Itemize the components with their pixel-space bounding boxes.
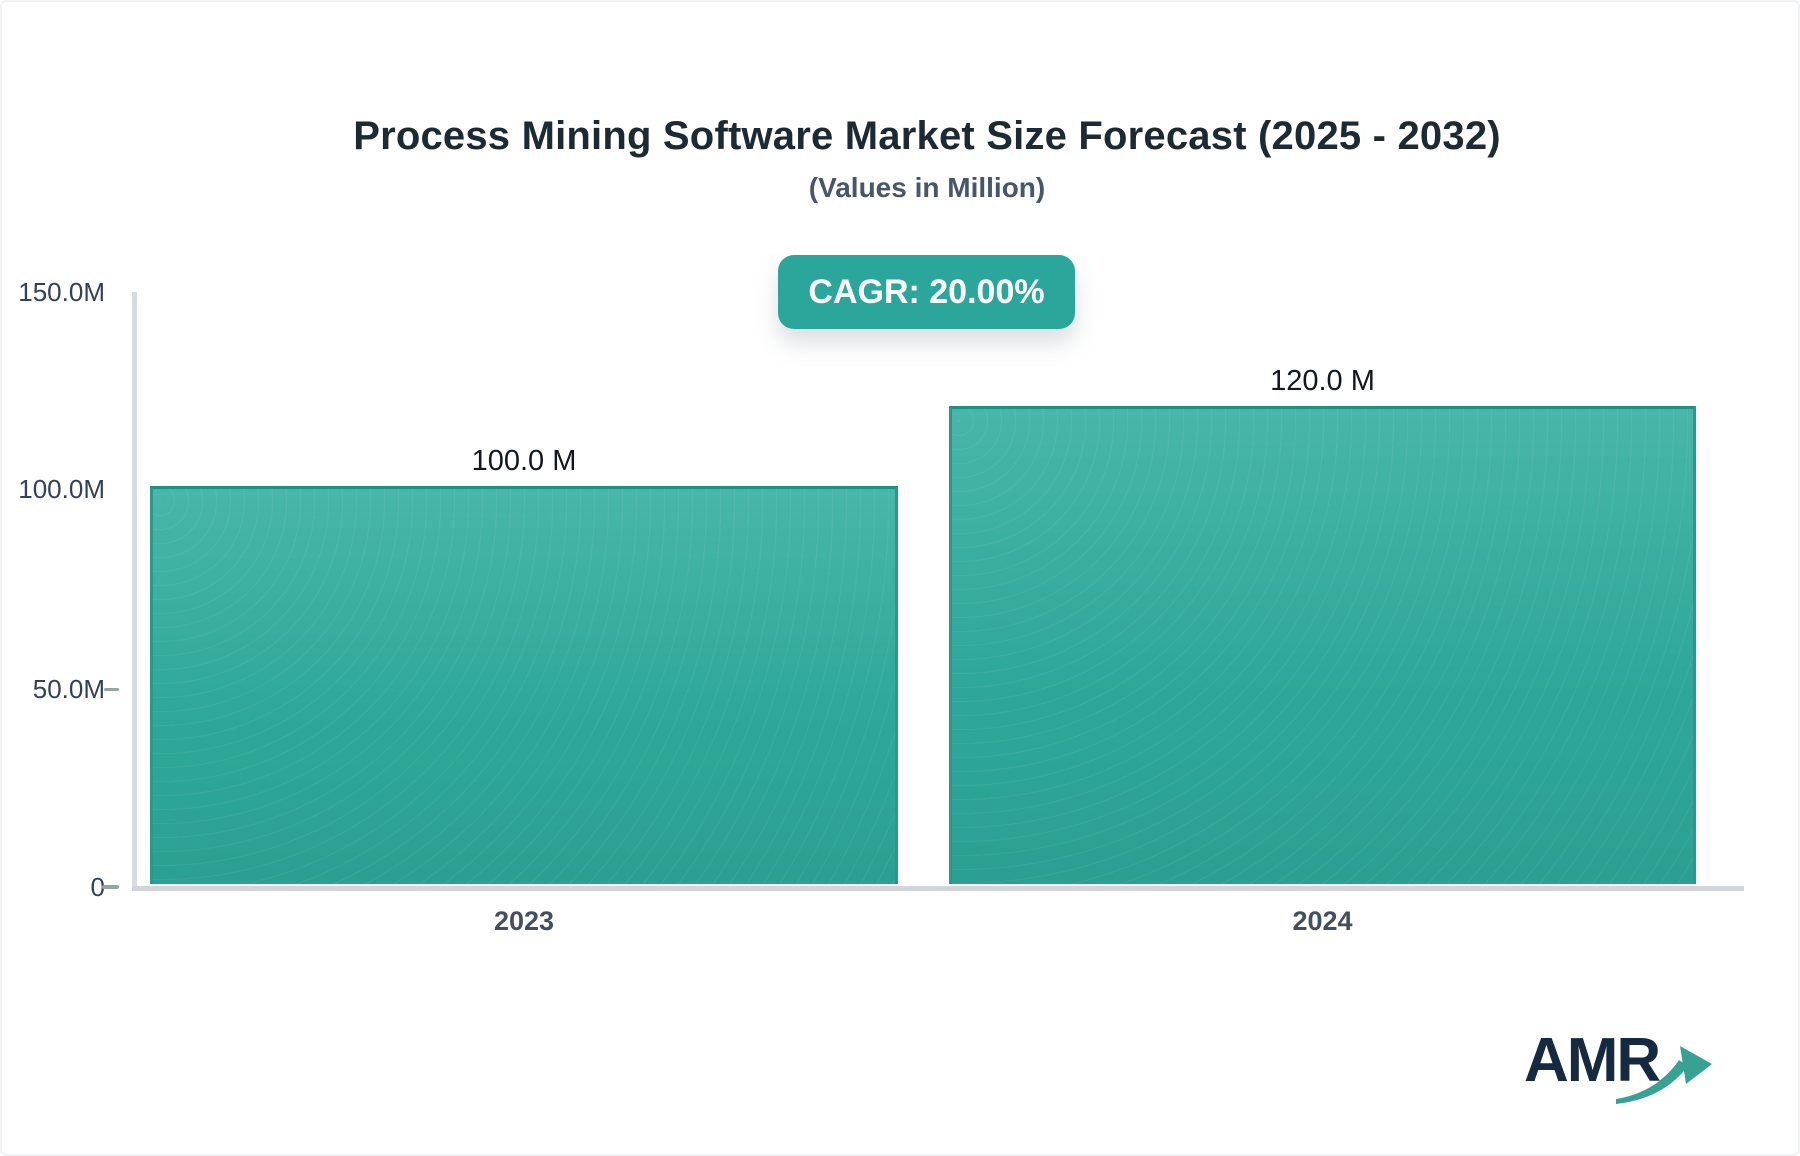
y-axis-tick-mark-50m bbox=[104, 688, 119, 691]
bar-2023[interactable] bbox=[150, 486, 898, 884]
bar-2024[interactable] bbox=[949, 406, 1696, 884]
x-category-label-2024: 2024 bbox=[1292, 906, 1353, 936]
x-axis-line bbox=[132, 886, 1744, 891]
y-axis-line bbox=[132, 292, 137, 891]
y-tick-label-0: 0 bbox=[90, 872, 105, 902]
x-category-label-2023: 2023 bbox=[493, 906, 555, 936]
bar-value-label-2024: 120.0 M bbox=[1270, 365, 1375, 397]
cagr-badge: CAGR: 20.00% bbox=[778, 255, 1075, 329]
y-tick-label-50m: 50.0M bbox=[32, 674, 105, 704]
amr-logo: AMR bbox=[1524, 1030, 1724, 1110]
growth-arrow-icon bbox=[1616, 1046, 1712, 1104]
y-tick-label-100m: 100.0M bbox=[18, 474, 105, 504]
chart-title: Process Mining Software Market Size Fore… bbox=[353, 114, 1501, 158]
amr-logo-text: AMR bbox=[1524, 1026, 1661, 1095]
bar-value-label-2023: 100.0 M bbox=[471, 445, 577, 477]
y-axis-tick-mark-0 bbox=[102, 885, 119, 889]
chart-subtitle: (Values in Million) bbox=[808, 172, 1046, 203]
y-tick-label-150m: 150.0M bbox=[18, 277, 105, 307]
